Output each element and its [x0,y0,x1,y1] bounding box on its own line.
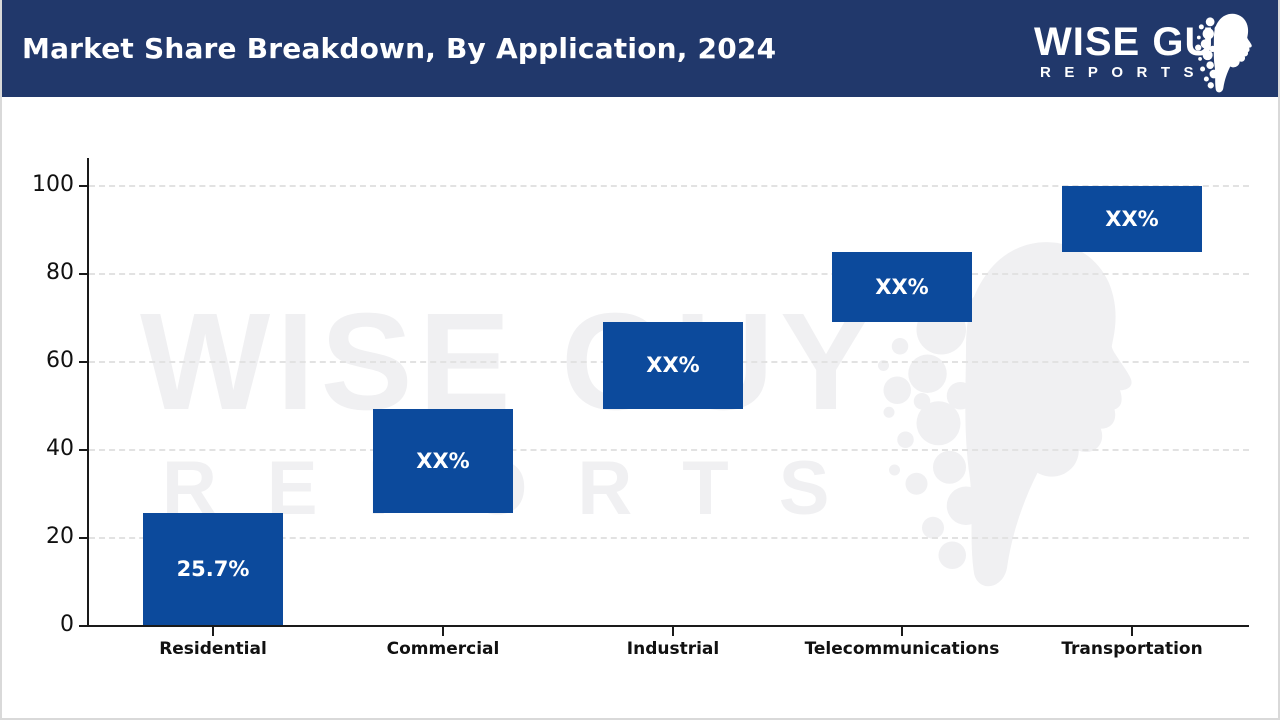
x-axis-line [87,625,1249,627]
bar-industrial: XX% [603,321,743,409]
gridline-100 [89,185,1249,187]
y-tick-label-40: 40 [46,436,74,461]
y-tick-label-80: 80 [46,260,74,285]
logo-head-icon [1195,13,1252,92]
y-tick-100 [79,185,87,187]
x-tick-label-residential: Residential [159,639,267,659]
y-tick-60 [79,361,87,363]
header-bar: Market Share Breakdown, By Application, … [2,0,1278,97]
x-tick-transportation [1131,627,1133,636]
bar-value-label-commercial: XX% [416,448,470,473]
y-tick-label-100: 100 [32,172,74,197]
y-axis-line [87,158,89,627]
brand-logo: WISE GUY REPORTS [1014,6,1264,92]
y-tick-20 [79,537,87,539]
x-tick-telecommunications [901,627,903,636]
y-tick-80 [79,273,87,275]
gridline-80 [89,273,1249,275]
bar-value-label-residential: 25.7% [176,557,250,582]
logo-text-secondary: REPORTS [1040,63,1208,81]
bar-commercial: XX% [373,408,513,513]
bar-telecommunications: XX% [832,252,972,322]
gridline-40 [89,449,1249,451]
y-tick-label-20: 20 [46,524,74,549]
gridline-20 [89,537,1249,539]
chart-title: Market Share Breakdown, By Application, … [22,32,777,65]
x-tick-label-commercial: Commercial [386,639,500,659]
y-tick-40 [79,449,87,451]
bar-value-label-transportation: XX% [1105,207,1159,232]
bar-value-label-industrial: XX% [646,353,700,378]
x-tick-residential [212,627,214,636]
bar-residential: 25.7% [143,512,283,626]
bar-value-label-telecommunications: XX% [875,275,929,300]
bar-transportation: XX% [1062,186,1202,253]
x-tick-label-industrial: Industrial [626,639,720,659]
x-tick-commercial [442,627,444,636]
x-tick-industrial [672,627,674,636]
y-tick-0 [79,625,87,627]
x-tick-label-transportation: Transportation [1061,639,1203,659]
y-tick-label-0: 0 [60,612,74,637]
x-tick-label-telecommunications: Telecommunications [804,639,1000,659]
y-tick-label-60: 60 [46,348,74,373]
